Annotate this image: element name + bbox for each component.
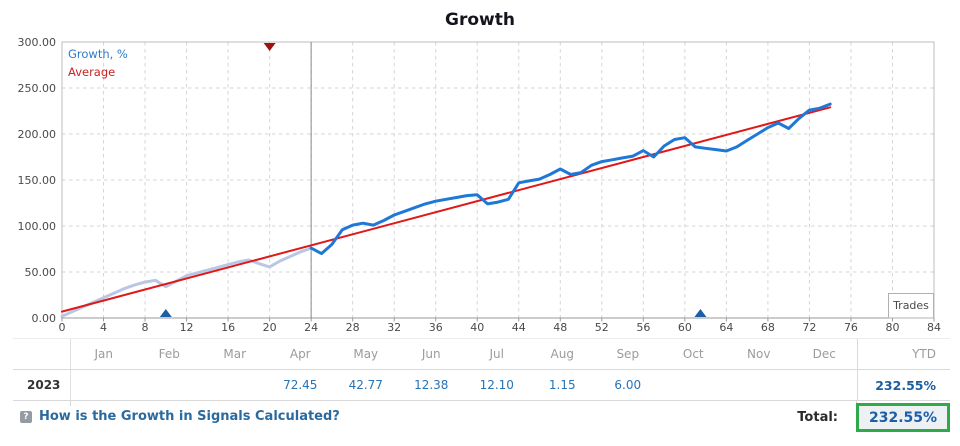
y-tick-label: 300.00 bbox=[18, 36, 57, 49]
total-highlight-box: 232.55% bbox=[856, 403, 950, 432]
x-tick-label: 84 bbox=[927, 321, 941, 334]
y-tick-label: 100.00 bbox=[18, 220, 57, 233]
month-value: 6.00 bbox=[614, 378, 642, 392]
x-tick-label: 76 bbox=[844, 321, 858, 334]
x-tick-label: 72 bbox=[802, 321, 816, 334]
table-row-2023: 2023 72.45 42.77 12.38 12.10 1.15 6.00 2… bbox=[13, 370, 950, 406]
month-header: Jul bbox=[489, 347, 504, 361]
x-tick-label: 68 bbox=[761, 321, 775, 334]
deposit-marker bbox=[694, 309, 707, 317]
help-link-label: How is the Growth in Signals Calculated? bbox=[39, 409, 340, 424]
footer: ? How is the Growth in Signals Calculate… bbox=[0, 399, 960, 446]
table-header-row: Jan Feb Mar Apr May Jun Jul Aug Sep Oct … bbox=[13, 339, 950, 370]
column-divider-stub bbox=[70, 401, 71, 406]
x-tick-label: 4 bbox=[100, 321, 107, 334]
monthly-growth-table: Jan Feb Mar Apr May Jun Jul Aug Sep Oct … bbox=[13, 338, 950, 406]
month-header: Nov bbox=[747, 347, 771, 361]
withdrawal-marker bbox=[263, 43, 276, 51]
x-tick-label: 24 bbox=[304, 321, 318, 334]
month-header: Jan bbox=[94, 347, 114, 361]
y-tick-label: 150.00 bbox=[18, 174, 57, 187]
month-header: May bbox=[353, 347, 379, 361]
deposit-marker bbox=[159, 309, 172, 317]
month-values: 72.45 42.77 12.38 12.10 1.15 6.00 bbox=[70, 370, 857, 400]
x-tick-label: 28 bbox=[346, 321, 360, 334]
x-tick-label: 48 bbox=[553, 321, 567, 334]
x-tick-label: 60 bbox=[678, 321, 692, 334]
growth-chart: Trades 0.00 50.00 100.00 150.00 200.00 250.00 3… bbox=[18, 36, 942, 334]
x-tick-label: 56 bbox=[636, 321, 650, 334]
x-tick-label: 32 bbox=[387, 321, 401, 334]
trades-label-box bbox=[888, 293, 934, 319]
x-tick-label: 20 bbox=[263, 321, 277, 334]
x-tick-label: 36 bbox=[429, 321, 443, 334]
month-value: 12.38 bbox=[414, 378, 449, 392]
legend-label: Average bbox=[68, 65, 115, 79]
x-tick-label: 8 bbox=[142, 321, 149, 334]
x-tick-label: 80 bbox=[885, 321, 899, 334]
growth-line-earlier bbox=[60, 246, 313, 318]
month-header: Oct bbox=[682, 347, 704, 361]
x-tick-label: 0 bbox=[59, 321, 66, 334]
y-tick-label: 200.00 bbox=[18, 128, 57, 141]
month-value: 1.15 bbox=[548, 378, 576, 392]
month-value: 42.77 bbox=[348, 378, 383, 392]
month-value: 12.10 bbox=[479, 378, 514, 392]
x-tick-label: 40 bbox=[470, 321, 484, 334]
x-tick-label: 16 bbox=[221, 321, 235, 334]
x-tick-label: 52 bbox=[595, 321, 609, 334]
month-headers: Jan Feb Mar Apr May Jun Jul Aug Sep Oct … bbox=[70, 339, 857, 369]
x-axis-title: Trades bbox=[892, 299, 929, 312]
ytd-header: YTD bbox=[857, 339, 950, 369]
month-value: 72.45 bbox=[283, 378, 318, 392]
total-value: 232.55% bbox=[868, 409, 938, 426]
chart-title: Growth bbox=[445, 10, 515, 30]
year-label: 2023 bbox=[27, 378, 61, 392]
month-header: Sep bbox=[616, 347, 640, 361]
y-tick-label: 0.00 bbox=[32, 312, 57, 325]
growth-line bbox=[309, 102, 832, 256]
total-label: Total: bbox=[797, 410, 838, 425]
month-header: Aug bbox=[550, 347, 574, 361]
month-header: Mar bbox=[223, 347, 247, 361]
ytd-value: 232.55% bbox=[857, 370, 950, 400]
month-header: Feb bbox=[158, 347, 180, 361]
question-square-icon: ? bbox=[20, 410, 32, 423]
x-tick-label: 44 bbox=[512, 321, 526, 334]
average-line bbox=[61, 106, 832, 313]
y-tick-label: 250.00 bbox=[18, 82, 57, 95]
y-tick-label: 50.00 bbox=[25, 266, 57, 279]
x-tick-label: 64 bbox=[719, 321, 733, 334]
month-header: Jun bbox=[421, 347, 441, 361]
month-header: Apr bbox=[289, 347, 311, 361]
month-header: Dec bbox=[812, 347, 836, 361]
growth-help-link[interactable]: ? How is the Growth in Signals Calculate… bbox=[20, 409, 340, 424]
legend-label: Growth, % bbox=[68, 47, 128, 61]
x-tick-label: 12 bbox=[180, 321, 194, 334]
